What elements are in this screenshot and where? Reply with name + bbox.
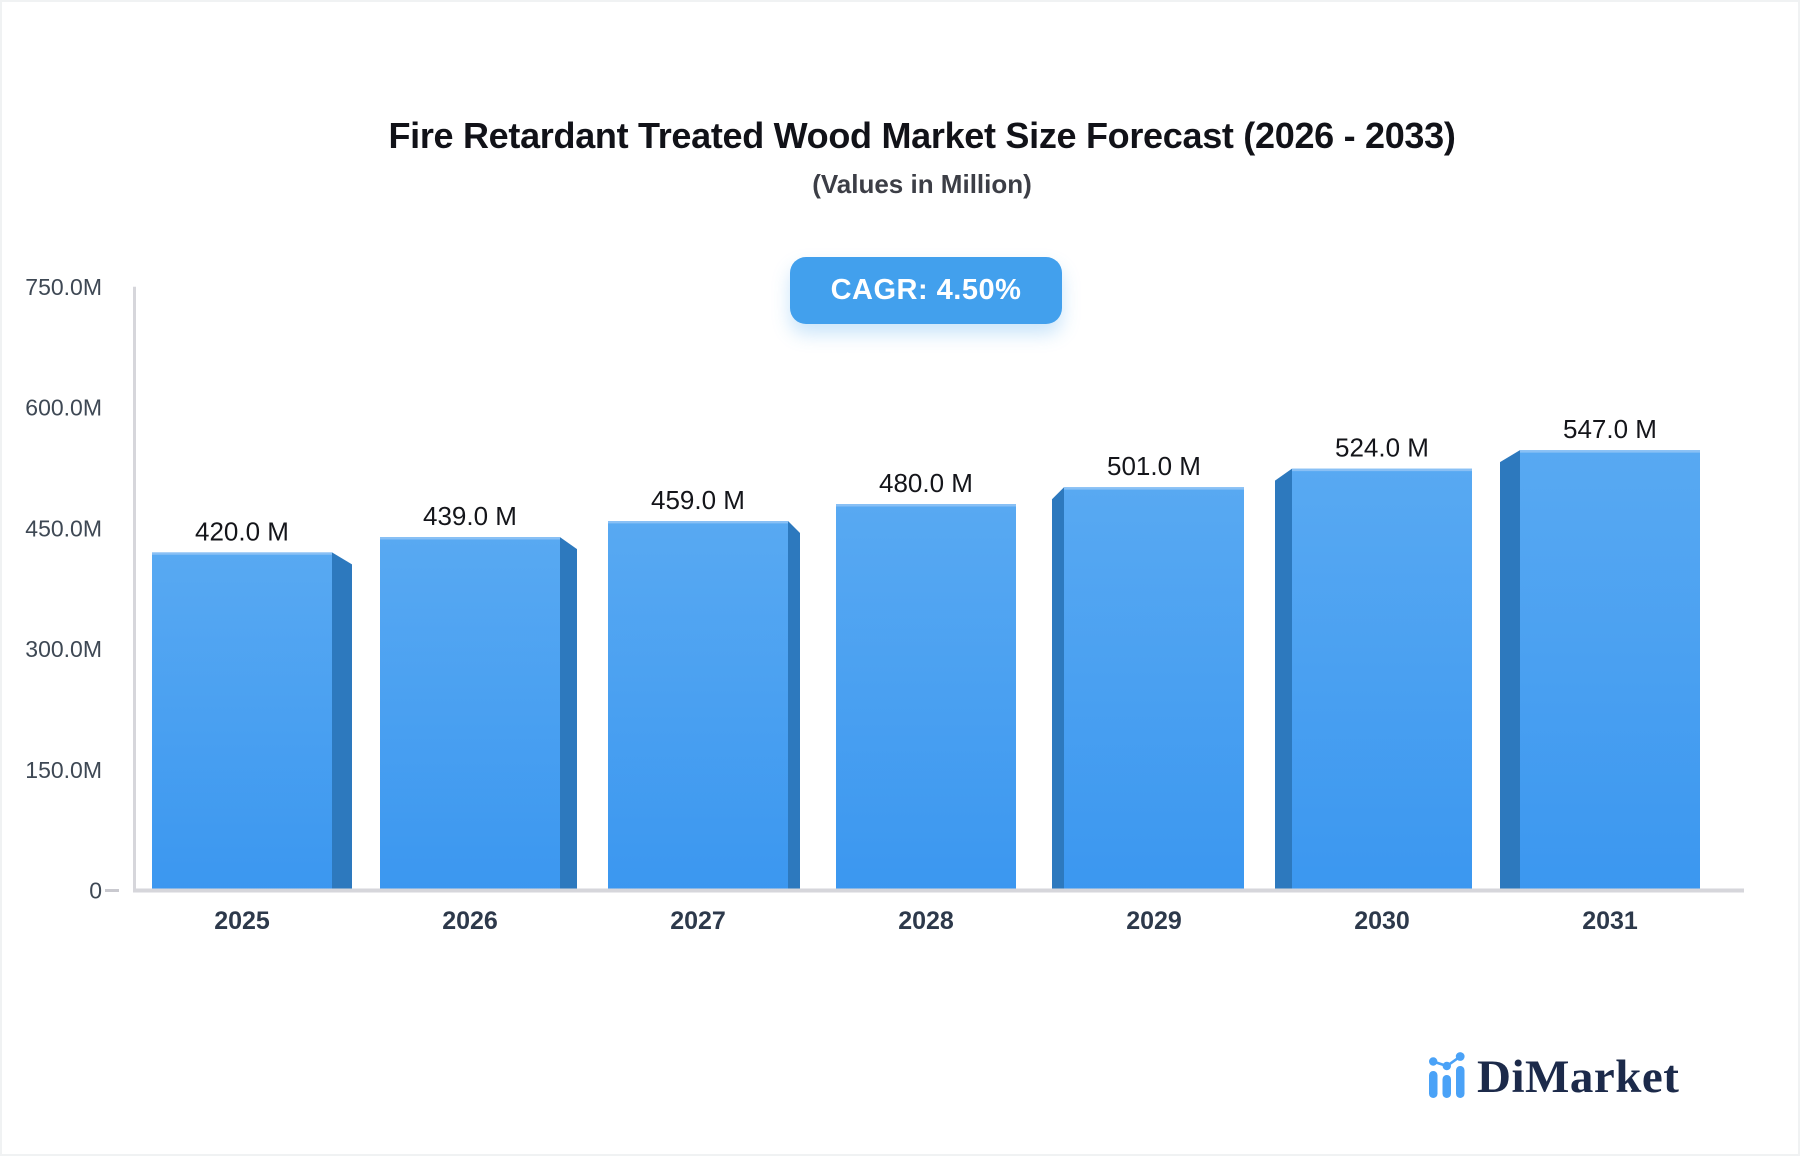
- logo-mini-bars: [1429, 1066, 1465, 1098]
- y-tick-label: 450.0M: [25, 515, 102, 541]
- bar-side-face: [1500, 450, 1520, 891]
- dimarket-logo-icon: [1429, 1052, 1465, 1098]
- bar-front-face: [836, 504, 1016, 891]
- dimarket-logo-text: DiMarket: [1477, 1051, 1680, 1103]
- x-category-label: 2031: [1582, 907, 1638, 935]
- dimarket-logo: DiMarket: [1429, 1050, 1680, 1103]
- bar-group-2027: 459.0 M 2027: [608, 485, 800, 935]
- bar-front-face: [380, 537, 560, 891]
- cagr-badge: CAGR: 4.50%: [790, 257, 1062, 324]
- bar-front-face: [1292, 468, 1472, 891]
- bar-group-2031: 547.0 M 2031: [1500, 414, 1700, 935]
- bar-group-2025: 420.0 M 2025: [152, 516, 352, 935]
- bar-front-face: [1064, 487, 1244, 891]
- bar-group-2026: 439.0 M 2026: [380, 501, 577, 935]
- bar-group-2029: 501.0 M 2029: [1052, 451, 1244, 935]
- y-tick-label: 750.0M: [25, 274, 102, 300]
- bar-value-label: 501.0 M: [1107, 451, 1201, 481]
- x-category-label: 2027: [670, 907, 726, 935]
- x-category-label: 2028: [898, 907, 954, 935]
- bar-value-label: 547.0 M: [1563, 414, 1657, 444]
- bar-side-face: [788, 521, 800, 891]
- bar-value-label: 420.0 M: [195, 516, 289, 546]
- y-tick-label: 300.0M: [25, 636, 102, 662]
- bar-side-face: [1052, 487, 1064, 891]
- bar-value-label: 439.0 M: [423, 501, 517, 531]
- x-category-label: 2026: [442, 907, 498, 935]
- x-category-label: 2025: [214, 907, 270, 935]
- y-tick-label: 600.0M: [25, 395, 102, 421]
- x-category-label: 2029: [1126, 907, 1182, 935]
- bar-group-2028: 480.0 M 2028: [836, 468, 1016, 935]
- bar-side-face: [332, 552, 352, 891]
- chart-title: Fire Retardant Treated Wood Market Size …: [388, 115, 1456, 156]
- bar-value-label: 459.0 M: [651, 485, 745, 515]
- y-tick-label: 150.0M: [25, 757, 102, 783]
- bar-value-label: 480.0 M: [879, 468, 973, 498]
- bar-side-face: [560, 537, 577, 891]
- bar-side-face: [1275, 468, 1292, 891]
- bar-front-face: [608, 521, 788, 891]
- y-tick-label: 0: [89, 878, 102, 904]
- x-category-label: 2030: [1354, 907, 1410, 935]
- bar-value-label: 524.0 M: [1335, 433, 1429, 463]
- bar-front-face: [152, 552, 332, 891]
- bar-group-2030: 524.0 M 2030: [1275, 433, 1472, 935]
- chart-subtitle: (Values in Million): [812, 169, 1032, 199]
- logo-trend-line: [1429, 1052, 1465, 1071]
- bar-front-face: [1520, 450, 1700, 891]
